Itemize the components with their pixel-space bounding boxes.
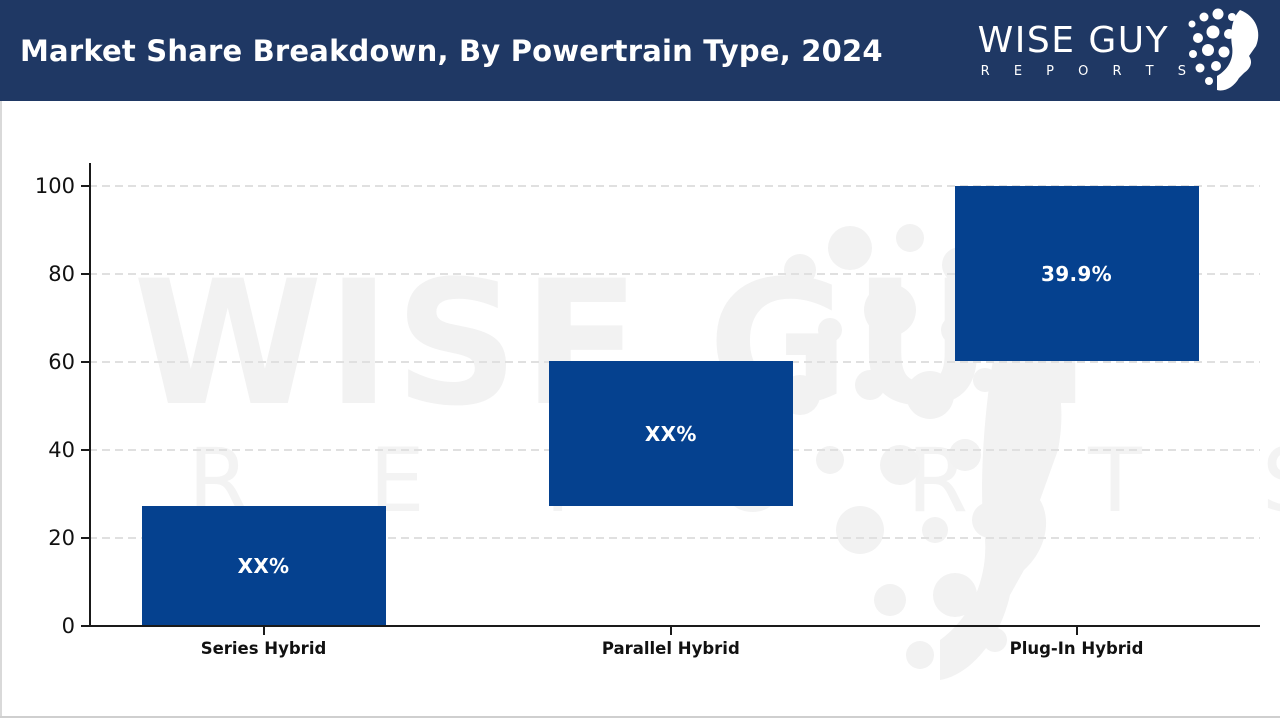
y-tick-80 [81,272,89,275]
gridline-100 [89,184,1260,187]
y-tick-label-80: 80 [48,261,75,286]
page-title: Market Share Breakdown, By Powertrain Ty… [20,33,883,68]
bar-series-hybrid: XX% [141,505,386,626]
logo-text: WISE GUY R E P O R T S [977,20,1196,79]
x-tick-1 [669,626,672,635]
y-tick-label-60: 60 [48,349,75,374]
x-tick-0 [262,626,265,635]
y-tick-60 [81,360,89,363]
bar-value-label: XX% [237,553,290,578]
y-tick-40 [81,448,89,451]
y-tick-20 [81,536,89,539]
gridline-80 [89,272,1260,275]
gridline-20 [89,536,1260,539]
logo-subtitle: R E P O R T S [980,64,1196,79]
bottom-edge-rule [0,716,1280,718]
bar-value-label: XX% [644,421,697,446]
wise-guy-logo: WISE GUY R E P O R T S [978,8,1262,94]
y-tick-label-40: 40 [48,437,75,462]
x-tick-label-2: Plug-In Hybrid [1009,638,1144,658]
watermark-face-dots [780,224,1062,680]
x-tick-label-1: Parallel Hybrid [601,638,740,658]
y-tick-label-20: 20 [48,525,75,550]
logo-face-icon [1188,8,1259,90]
left-edge-rule [0,101,2,717]
x-tick-2 [1075,626,1078,635]
bar-plug-in-hybrid: 39.9% [954,185,1199,362]
y-tick-0 [81,624,89,627]
header-bar: Market Share Breakdown, By Powertrain Ty… [0,0,1280,101]
y-tick-label-0: 0 [61,613,75,638]
y-axis-spine [89,163,91,627]
logo-wordmark: WISE GUY [977,20,1170,61]
bar-parallel-hybrid: XX% [548,361,793,506]
x-tick-label-0: Series Hybrid [200,638,327,658]
y-tick-100 [81,184,89,187]
x-axis-spine [89,624,1260,627]
y-tick-label-100: 100 [34,173,75,198]
bar-value-label: 39.9% [1041,261,1112,286]
